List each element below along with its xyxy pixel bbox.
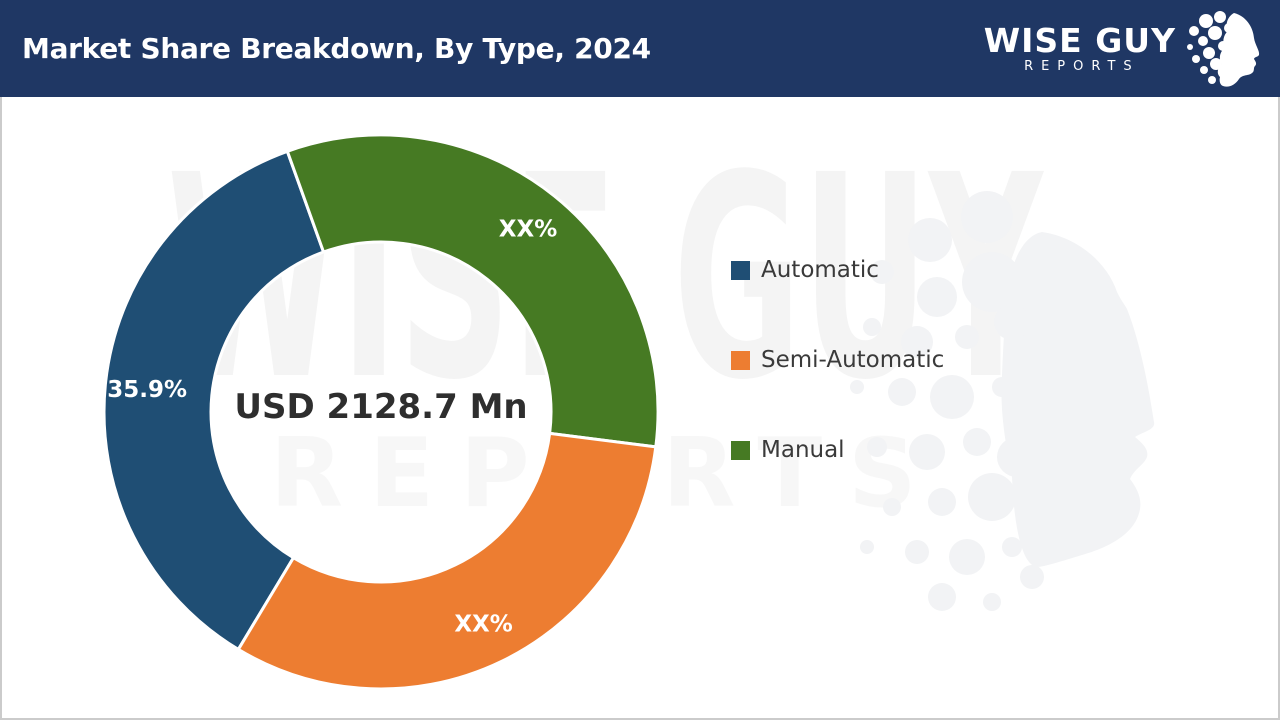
logo-text: WISE GUY REPORTS [984, 24, 1176, 73]
header-bar: Market Share Breakdown, By Type, 2024 WI… [0, 0, 1280, 97]
slice-label-automatic: 35.9% [107, 377, 187, 403]
legend-item-automatic: Automatic [731, 257, 944, 283]
legend-label: Automatic [761, 257, 879, 283]
donut-chart: 35.9% XX% XX% USD 2128.7 Mn [102, 133, 660, 691]
legend-label: Semi-Automatic [761, 347, 945, 373]
legend-item-manual: Manual [731, 437, 944, 463]
watermark-head-icon [850, 191, 1155, 611]
page-title: Market Share Breakdown, By Type, 2024 [22, 32, 651, 65]
legend-item-semi-automatic: Semi-Automatic [731, 347, 944, 373]
legend-swatch-manual [731, 440, 750, 460]
logo-primary-text: WISE GUY [983, 21, 1176, 60]
slice-label-manual: XX% [499, 217, 558, 243]
legend-swatch-automatic [731, 260, 750, 280]
chart-legend: Automatic Semi-Automatic Manual [731, 257, 944, 527]
wiseguy-logo: WISE GUY REPORTS [984, 7, 1262, 91]
legend-swatch-semi-automatic [731, 350, 750, 370]
chart-canvas: WISE GUY REPORTS [0, 97, 1280, 720]
legend-label: Manual [761, 437, 845, 463]
donut-slice-automatic [102, 149, 326, 651]
donut-slice-manual [285, 133, 660, 449]
donut-slice-semi-automatic [236, 431, 658, 691]
logo-secondary-text: REPORTS [1024, 59, 1140, 74]
slice-label-semi-automatic: XX% [454, 611, 513, 637]
logo-head-icon [1187, 10, 1260, 87]
donut-center-value: USD 2128.7 Mn [234, 387, 527, 427]
